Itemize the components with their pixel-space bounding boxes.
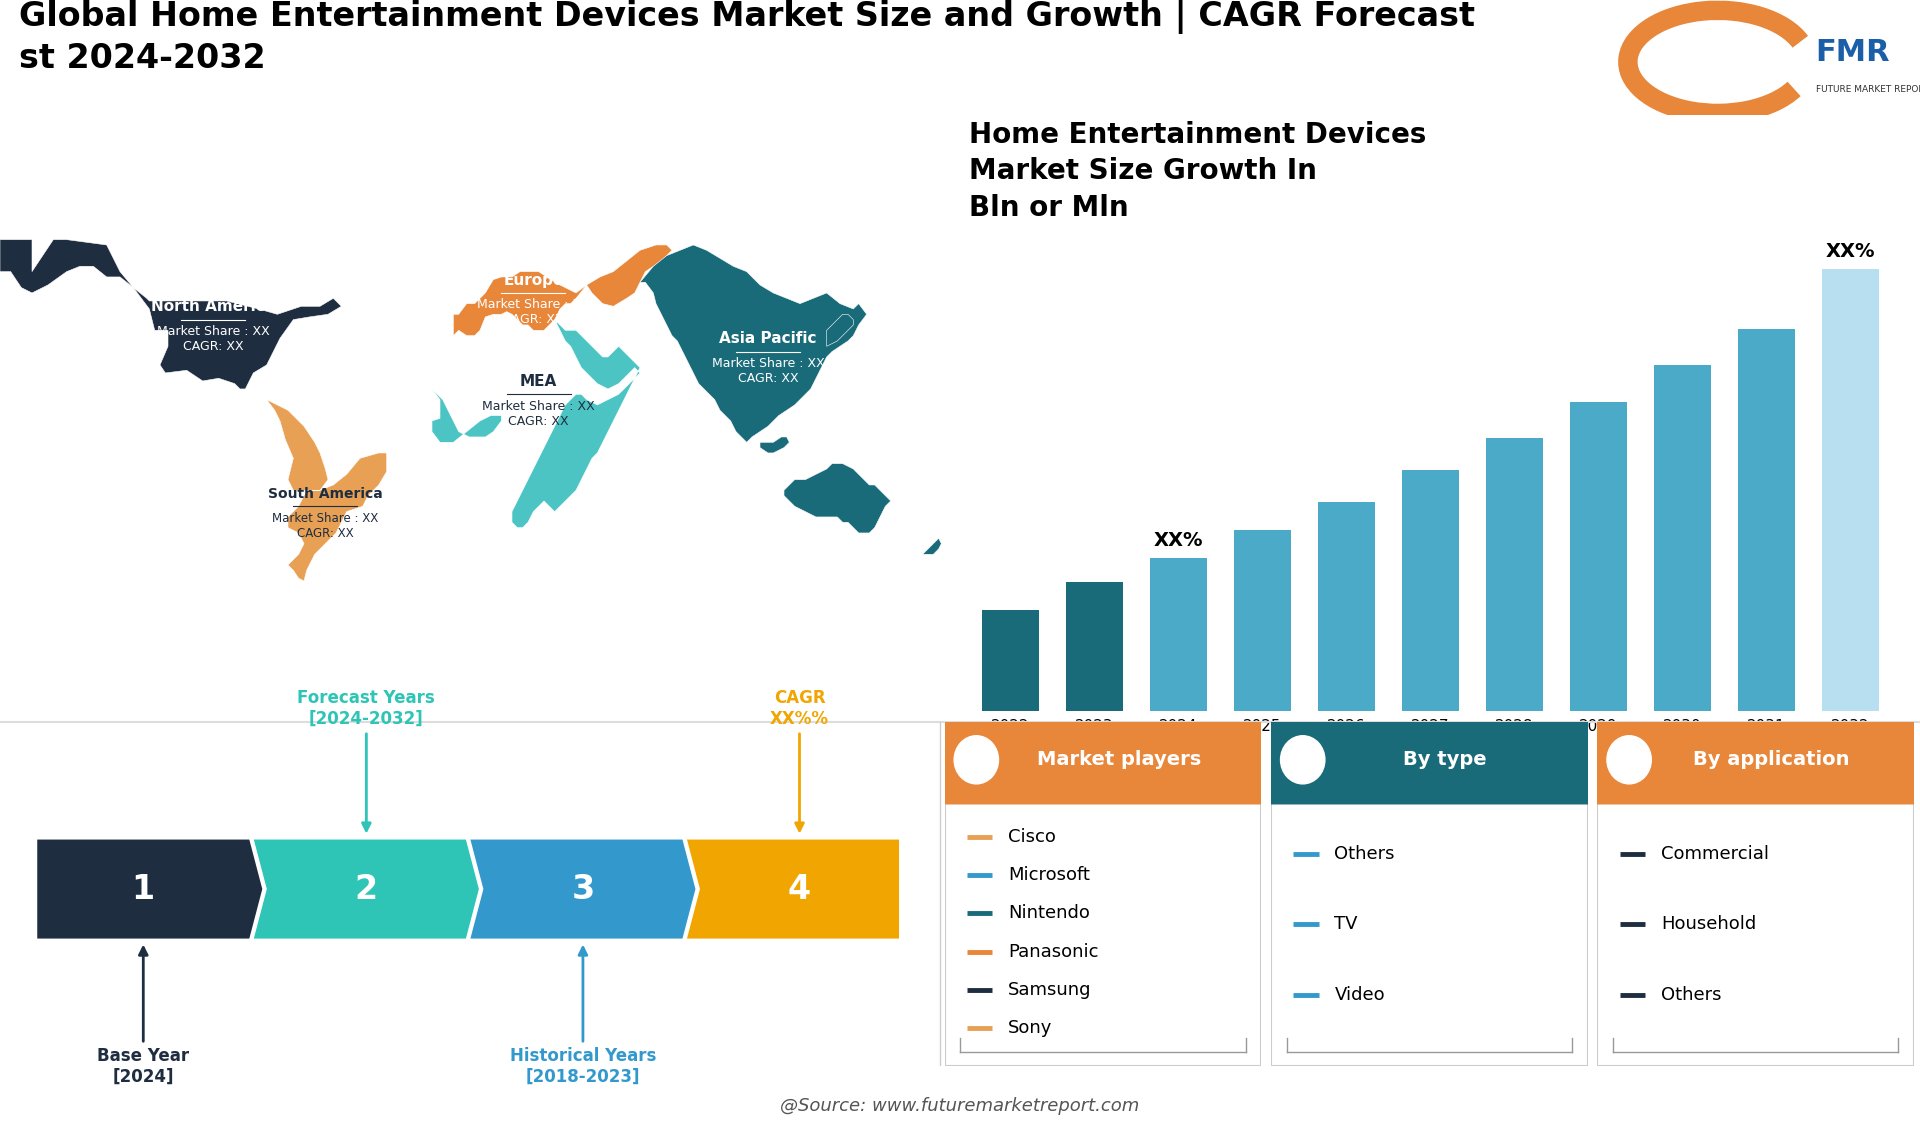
Polygon shape xyxy=(760,437,789,453)
Bar xyxy=(1571,401,1626,711)
Polygon shape xyxy=(639,245,866,442)
Polygon shape xyxy=(783,464,891,533)
Text: Home Entertainment Devices
Market Size Growth In
Bln or Mln: Home Entertainment Devices Market Size G… xyxy=(970,120,1427,222)
Polygon shape xyxy=(687,840,899,939)
Circle shape xyxy=(1281,736,1325,784)
Text: Market Share : XX
CAGR: XX: Market Share : XX CAGR: XX xyxy=(482,400,595,427)
Polygon shape xyxy=(453,245,672,336)
Polygon shape xyxy=(924,539,941,555)
Text: TV: TV xyxy=(1334,916,1357,933)
Bar xyxy=(1317,502,1375,711)
Text: FMR: FMR xyxy=(1816,38,1889,66)
Polygon shape xyxy=(470,840,695,939)
Circle shape xyxy=(954,736,998,784)
Polygon shape xyxy=(828,314,852,346)
Bar xyxy=(1402,470,1459,711)
Text: Others: Others xyxy=(1661,986,1722,1004)
Text: CAGR
XX%%: CAGR XX%% xyxy=(770,690,829,831)
Bar xyxy=(981,610,1039,711)
Text: MEA: MEA xyxy=(520,374,557,388)
Text: Market Share : XX
CAGR: XX: Market Share : XX CAGR: XX xyxy=(273,511,378,540)
Text: 3: 3 xyxy=(572,872,595,905)
Text: Cisco: Cisco xyxy=(1008,829,1056,846)
Text: Market Share : XX
CAGR: XX: Market Share : XX CAGR: XX xyxy=(712,356,824,385)
Text: @Source: www.futuremarketreport.com: @Source: www.futuremarketreport.com xyxy=(780,1097,1140,1115)
Bar xyxy=(1738,329,1795,711)
Text: Microsoft: Microsoft xyxy=(1008,866,1091,885)
Text: 1: 1 xyxy=(132,872,156,905)
Polygon shape xyxy=(267,400,386,581)
Polygon shape xyxy=(513,320,639,527)
Text: By type: By type xyxy=(1404,751,1488,769)
Text: Historical Years
[2018-2023]: Historical Years [2018-2023] xyxy=(509,948,657,1085)
Circle shape xyxy=(1607,736,1651,784)
Text: Forecast Years
[2024-2032]: Forecast Years [2024-2032] xyxy=(298,690,436,831)
Bar xyxy=(1150,558,1208,711)
Bar xyxy=(1066,582,1123,711)
Text: North America: North America xyxy=(152,299,275,314)
Text: FUTURE MARKET REPORT: FUTURE MARKET REPORT xyxy=(1816,85,1920,94)
FancyBboxPatch shape xyxy=(1271,798,1588,1066)
Text: 4: 4 xyxy=(787,872,810,905)
Text: Household: Household xyxy=(1661,916,1757,933)
Text: Samsung: Samsung xyxy=(1008,981,1091,998)
Text: Video: Video xyxy=(1334,986,1384,1004)
Text: Panasonic: Panasonic xyxy=(1008,942,1098,960)
Polygon shape xyxy=(36,840,263,939)
FancyBboxPatch shape xyxy=(945,798,1261,1066)
Text: Nintendo: Nintendo xyxy=(1008,904,1091,923)
Text: Market players: Market players xyxy=(1037,751,1202,769)
Polygon shape xyxy=(432,388,501,442)
Text: Market Share : XX
CAGR: XX: Market Share : XX CAGR: XX xyxy=(476,298,589,327)
Text: 2: 2 xyxy=(355,872,378,905)
Text: Sony: Sony xyxy=(1008,1019,1052,1037)
Text: Others: Others xyxy=(1334,845,1396,863)
Text: Asia Pacific: Asia Pacific xyxy=(720,331,816,346)
Bar xyxy=(1822,269,1880,711)
Polygon shape xyxy=(0,240,342,388)
Text: XX%: XX% xyxy=(1154,531,1204,550)
Text: Europe: Europe xyxy=(503,273,564,288)
Bar xyxy=(1653,366,1711,711)
Polygon shape xyxy=(253,840,478,939)
FancyBboxPatch shape xyxy=(1592,715,1920,804)
FancyBboxPatch shape xyxy=(939,715,1267,804)
FancyBboxPatch shape xyxy=(1265,715,1594,804)
Text: Global Home Entertainment Devices Market Size and Growth | CAGR Forecast
st 2024: Global Home Entertainment Devices Market… xyxy=(19,0,1475,74)
Bar xyxy=(1235,529,1290,711)
Text: Commercial: Commercial xyxy=(1661,845,1768,863)
FancyBboxPatch shape xyxy=(1597,798,1914,1066)
Text: By application: By application xyxy=(1693,751,1851,769)
Text: Market Share : XX
CAGR: XX: Market Share : XX CAGR: XX xyxy=(157,325,269,353)
Bar xyxy=(1486,438,1544,711)
Text: South America: South America xyxy=(269,487,382,501)
Text: XX%: XX% xyxy=(1826,242,1876,261)
Text: Base Year
[2024]: Base Year [2024] xyxy=(98,948,190,1085)
